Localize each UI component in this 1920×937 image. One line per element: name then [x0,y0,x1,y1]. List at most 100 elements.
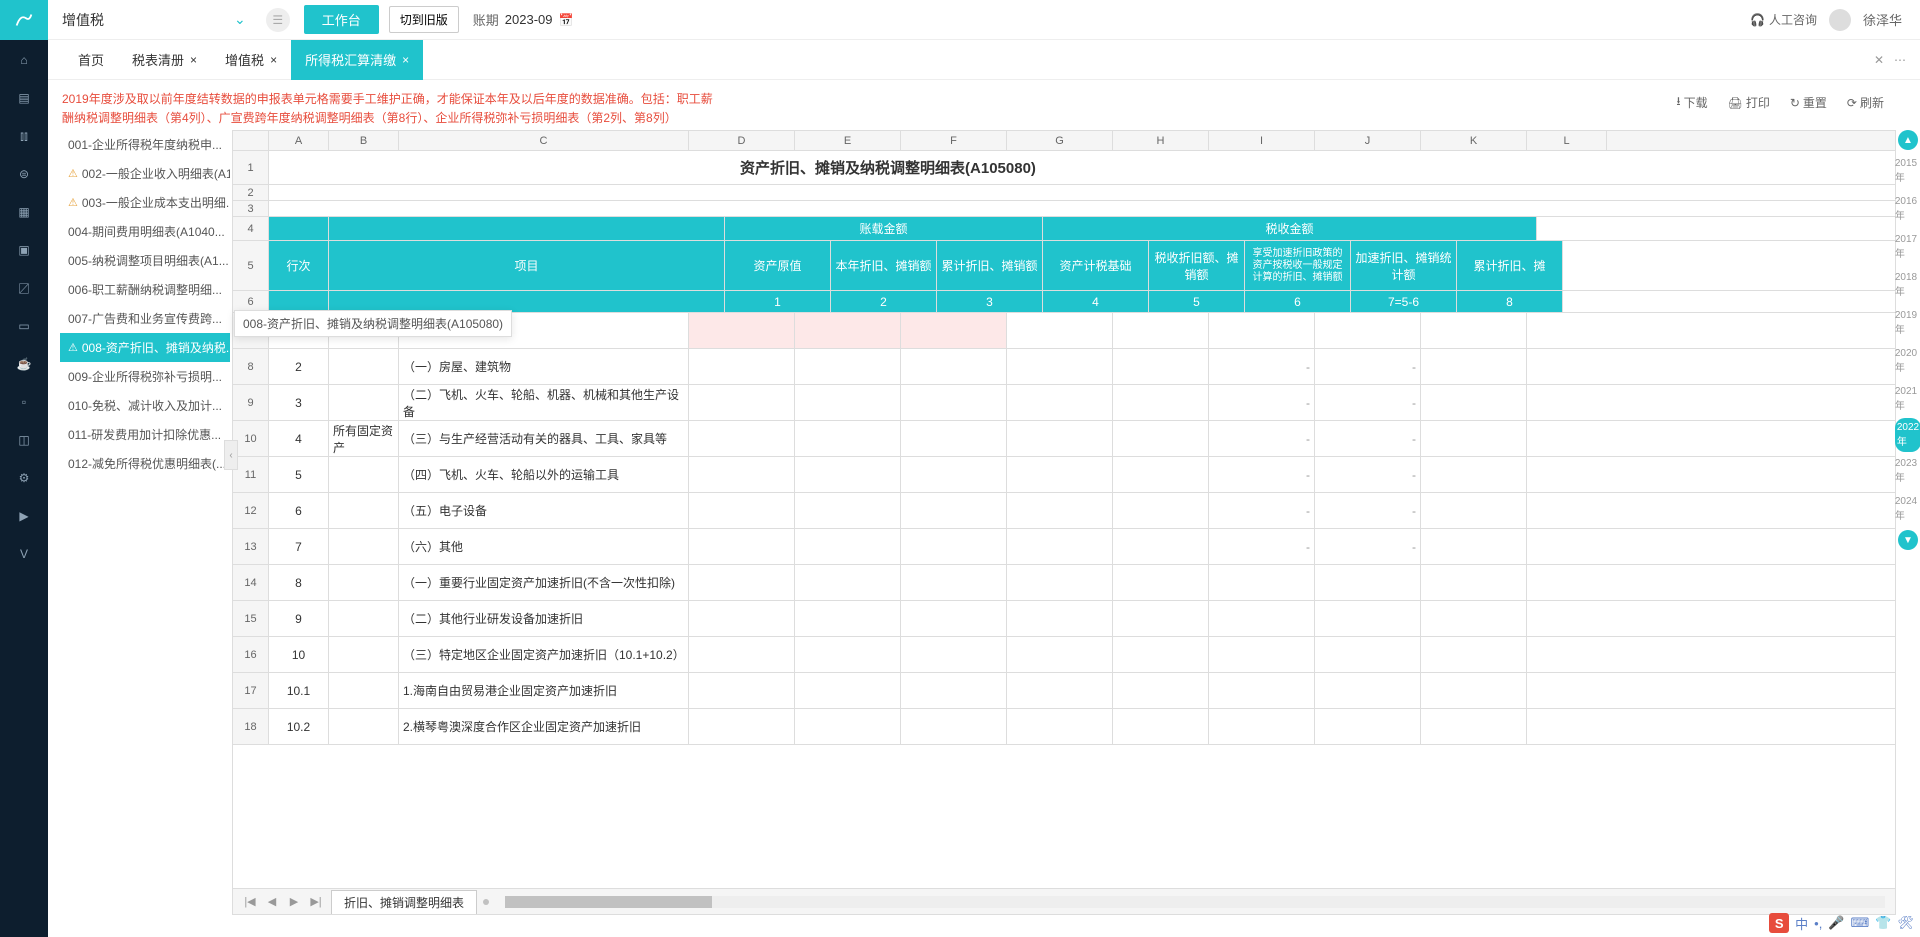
col-header[interactable]: L [1527,131,1607,150]
archive-icon[interactable]: ◫ [14,430,34,450]
drag-dot[interactable] [483,899,489,905]
period-value[interactable]: 2023-09 [505,12,553,27]
ime-logo[interactable]: S [1769,913,1789,933]
form-list-item[interactable]: 009-企业所得税弥补亏损明... [60,362,230,391]
tab-tax-list[interactable]: 税表清册× [118,40,211,80]
year-item[interactable]: 2019年 [1895,304,1920,342]
sheet-body[interactable]: 1 资产折旧、摊销及纳税调整明细表(A105080) 2 3 4 账载金额 税收… [233,151,1895,888]
doc-icon[interactable]: ☰ [266,8,290,32]
close-icon[interactable]: × [402,53,409,67]
tab-vat[interactable]: 增值税× [211,40,291,80]
stamp-icon[interactable]: 〼 [14,278,34,298]
col-header[interactable]: I [1209,131,1315,150]
video-icon[interactable]: ▶ [14,506,34,526]
col-header[interactable]: F [901,131,1007,150]
clipboard-icon[interactable]: ▦ [14,202,34,222]
form-list-item[interactable]: ⚠002-一般企业收入明细表(A1... [60,159,230,188]
top-right: 🎧 人工咨询 徐泽华 [1750,9,1920,31]
consult-link[interactable]: 🎧 人工咨询 [1750,11,1817,28]
col-header[interactable]: J [1315,131,1421,150]
form-list-item[interactable]: ⚠008-资产折旧、摊销及纳税... [60,333,230,362]
ime-mode[interactable]: 中 [1795,914,1808,933]
reset-button[interactable]: ↻ 重置 [1790,92,1827,113]
tab-home[interactable]: 首页 [64,40,118,80]
year-down-icon[interactable]: ▼ [1898,530,1918,550]
close-all-icon[interactable]: ✕ [1874,53,1884,67]
print-button[interactable]: 🖨 打印 [1728,92,1770,113]
last-sheet-button[interactable]: ▶| [305,895,327,908]
col-header[interactable]: K [1421,131,1527,150]
period-label: 账期 [473,10,499,29]
year-item[interactable]: 2015年 [1895,152,1920,190]
col-header[interactable]: D [689,131,795,150]
report-icon[interactable]: ▫ [14,392,34,412]
year-item[interactable]: 2022年 [1895,418,1920,452]
close-icon[interactable]: × [190,53,197,67]
avatar[interactable] [1829,9,1851,31]
refresh-button[interactable]: ⟳ 刷新 [1847,92,1884,113]
year-item[interactable]: 2024年 [1895,490,1920,528]
table-row: 1610（三）特定地区企业固定资产加速折旧（10.1+10.2） [233,637,1895,673]
year-up-icon[interactable]: ▲ [1898,130,1918,150]
doc-list-icon[interactable]: ▤ [14,88,34,108]
h-scrollbar[interactable] [505,896,1885,908]
table-row: 137（六）其他-- [233,529,1895,565]
company-select[interactable]: 增值税 ⌄ [62,10,246,30]
col-header[interactable]: G [1007,131,1113,150]
col-header[interactable]: C [399,131,689,150]
chart-icon[interactable]: ⫾⫾ [14,126,34,146]
form-list-item[interactable]: 004-期间费用明细表(A1040... [60,217,230,246]
tabs-right: ✕ ⋯ [1874,53,1920,67]
form-list-item[interactable]: 001-企业所得税年度纳税申... [60,130,230,159]
money-icon[interactable]: ⊜ [14,164,34,184]
ime-voice-icon[interactable]: 🎤 [1828,915,1844,931]
col-header[interactable]: E [795,131,901,150]
table-row: 148（一）重要行业固定资产加速折旧(不含一次性扣除) [233,565,1895,601]
table-row: 126（五）电子设备-- [233,493,1895,529]
form-list-item[interactable]: 010-免税、减计收入及加计... [60,391,230,420]
calendar-nav-icon[interactable]: ▭ [14,316,34,336]
ime-bar: S 中 •, 🎤 ⌨ 👕 🛠 [1769,913,1914,933]
col-header[interactable]: H [1113,131,1209,150]
close-icon[interactable]: × [270,53,277,67]
collapse-handle[interactable]: ‹ [224,440,238,470]
first-sheet-button[interactable]: |◀ [239,895,261,908]
form-list-item[interactable]: 011-研发费用加计扣除优惠... [60,420,230,449]
v-icon[interactable]: V [14,544,34,564]
ime-punct-icon[interactable]: •, [1814,916,1822,931]
ime-tool-icon[interactable]: 🛠 [1897,915,1914,931]
year-item[interactable]: 2020年 [1895,342,1920,380]
table-row: 1710.11.海南自由贸易港企业固定资产加速折旧 [233,673,1895,709]
col-header[interactable]: B [329,131,399,150]
download-button[interactable]: ⭳ 下载 [1676,92,1707,113]
gear-icon[interactable]: ⚙ [14,468,34,488]
left-sidebar: ⌂ ▤ ⫾⫾ ⊜ ▦ ▣ 〼 ▭ ☕ ▫ ◫ ⚙ ▶ V [0,40,48,937]
home-icon[interactable]: ⌂ [14,50,34,70]
col-header[interactable]: A [269,131,329,150]
tax-icon[interactable]: ☕ [14,354,34,374]
year-item[interactable]: 2016年 [1895,190,1920,228]
workbench-button[interactable]: 工作台 [304,5,379,34]
year-item[interactable]: 2023年 [1895,452,1920,490]
form-list-item[interactable]: 006-职工薪酬纳税调整明细... [60,275,230,304]
form-list-item[interactable]: 005-纳税调整项目明细表(A1... [60,246,230,275]
sheet-tab[interactable]: 折旧、摊销调整明细表 [331,890,477,914]
calc-icon[interactable]: ▣ [14,240,34,260]
year-item[interactable]: 2017年 [1895,228,1920,266]
ime-keyboard-icon[interactable]: ⌨ [1851,915,1870,931]
calendar-icon[interactable]: 📅 [559,13,574,27]
more-icon[interactable]: ⋯ [1894,53,1906,67]
form-list-item[interactable]: ⚠003-一般企业成本支出明细... [60,188,230,217]
company-name: 增值税 [62,10,104,30]
year-item[interactable]: 2018年 [1895,266,1920,304]
form-list-item[interactable]: 012-减免所得税优惠明细表(... [60,449,230,478]
year-item[interactable]: 2021年 [1895,380,1920,418]
form-list-item[interactable]: 007-广告费和业务宣传费跨... [60,304,230,333]
sheet-tabs: |◀ ◀ ▶ ▶| 折旧、摊销调整明细表 [233,888,1895,914]
prev-sheet-button[interactable]: ◀ [261,895,283,908]
ime-skin-icon[interactable]: 👕 [1875,915,1891,931]
next-sheet-button[interactable]: ▶ [283,895,305,908]
logo[interactable] [0,0,48,40]
switch-old-button[interactable]: 切到旧版 [389,6,459,33]
tab-income-tax[interactable]: 所得税汇算清缴× [291,40,423,80]
